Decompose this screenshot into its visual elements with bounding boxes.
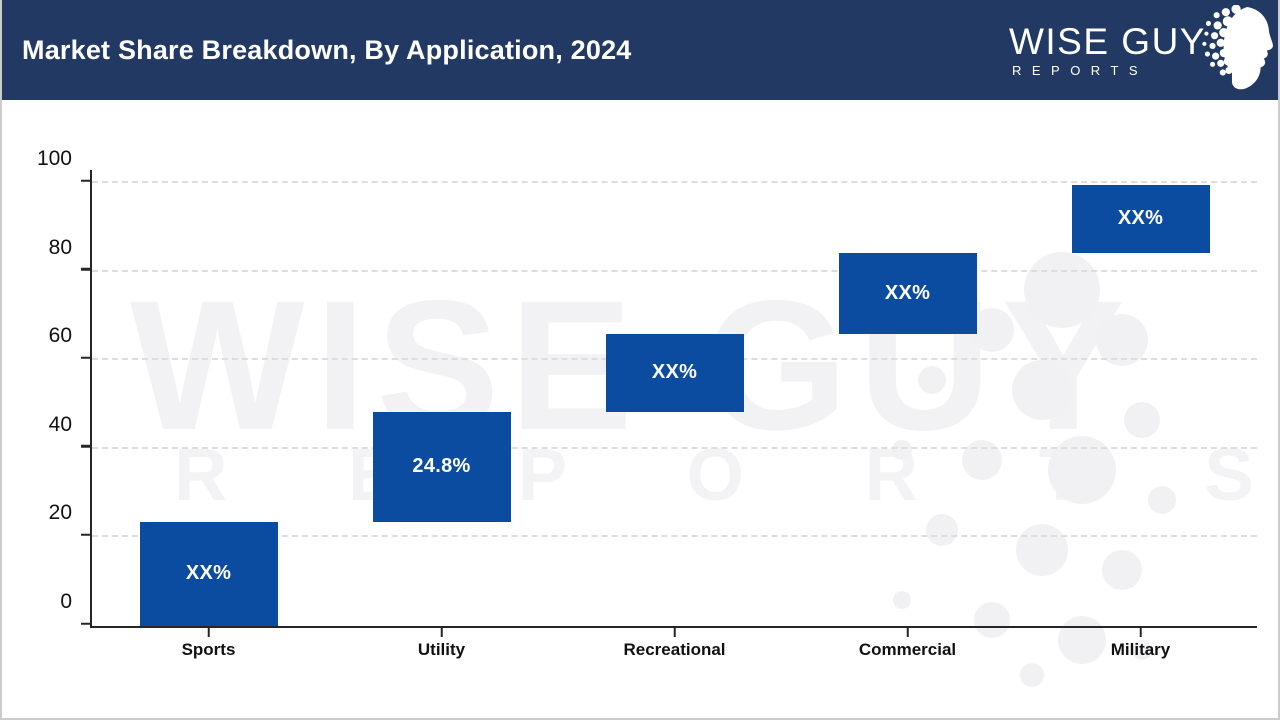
y-tick-label: 0 bbox=[60, 590, 72, 613]
x-category-label: Sports bbox=[181, 640, 236, 659]
x-category-label: Military bbox=[1110, 640, 1171, 659]
y-tick-label: 80 bbox=[48, 235, 72, 259]
x-tick-sports bbox=[207, 628, 210, 637]
logo-subtext: REPORTS bbox=[1011, 62, 1149, 78]
bar-value-label: XX% bbox=[185, 562, 232, 585]
report-header: Market Share Breakdown, By Application, … bbox=[2, 0, 1278, 100]
logo-text: WISE GUY REPORTS bbox=[1009, 23, 1206, 78]
y-tick-0 bbox=[81, 622, 90, 625]
x-tick-military bbox=[1139, 628, 1142, 637]
gridline-40 bbox=[92, 446, 1257, 449]
y-tick-label: 60 bbox=[48, 324, 72, 348]
logo-head-icon bbox=[1202, 5, 1273, 90]
bar-value-label: 24.8% bbox=[412, 455, 471, 478]
y-tick-80 bbox=[81, 268, 90, 271]
y-tick-40 bbox=[81, 445, 90, 448]
bar-value-label: XX% bbox=[884, 282, 931, 305]
x-category-label: Commercial bbox=[858, 640, 957, 659]
x-category-label: Utility bbox=[417, 640, 466, 659]
bar-utility: 24.8% bbox=[372, 411, 511, 522]
y-tick-20 bbox=[81, 533, 90, 537]
bar-commercial: XX% bbox=[838, 253, 977, 334]
bar-value-label: XX% bbox=[651, 361, 698, 384]
bar-value-label: XX% bbox=[1117, 207, 1164, 230]
logo-wordmark: WISE GUY bbox=[1008, 20, 1206, 62]
watermark-head-dots bbox=[892, 252, 1176, 687]
y-tick-label: 20 bbox=[48, 501, 72, 525]
gridline-80 bbox=[92, 269, 1257, 272]
y-tick-60 bbox=[81, 356, 90, 360]
chart-area: WISE GUY R E P O R T S 0 20 40 60 80 100 XX% Sp… bbox=[2, 100, 1278, 718]
x-category-label: Recreational bbox=[623, 640, 726, 659]
gridline-100 bbox=[92, 181, 1257, 184]
gridline-20 bbox=[92, 535, 1257, 538]
bar-recreational: XX% bbox=[605, 333, 744, 412]
y-tick-label: 100 bbox=[36, 147, 72, 171]
y-tick-100 bbox=[81, 179, 90, 183]
y-tick-label: 40 bbox=[48, 412, 72, 436]
x-tick-recreational bbox=[673, 628, 676, 637]
x-tick-commercial bbox=[906, 628, 909, 637]
wise-guy-logo: WISE GUY REPORTS bbox=[1009, 5, 1274, 95]
x-tick-utility bbox=[440, 628, 443, 637]
plot-area: 0 20 40 60 80 100 XX% Sports 24.8% Utility XX% Recr… bbox=[37, 147, 1257, 659]
bar-sports: XX% bbox=[139, 521, 278, 626]
chart-title: Market Share Breakdown, By Application, … bbox=[22, 34, 632, 65]
bar-military: XX% bbox=[1071, 185, 1210, 253]
